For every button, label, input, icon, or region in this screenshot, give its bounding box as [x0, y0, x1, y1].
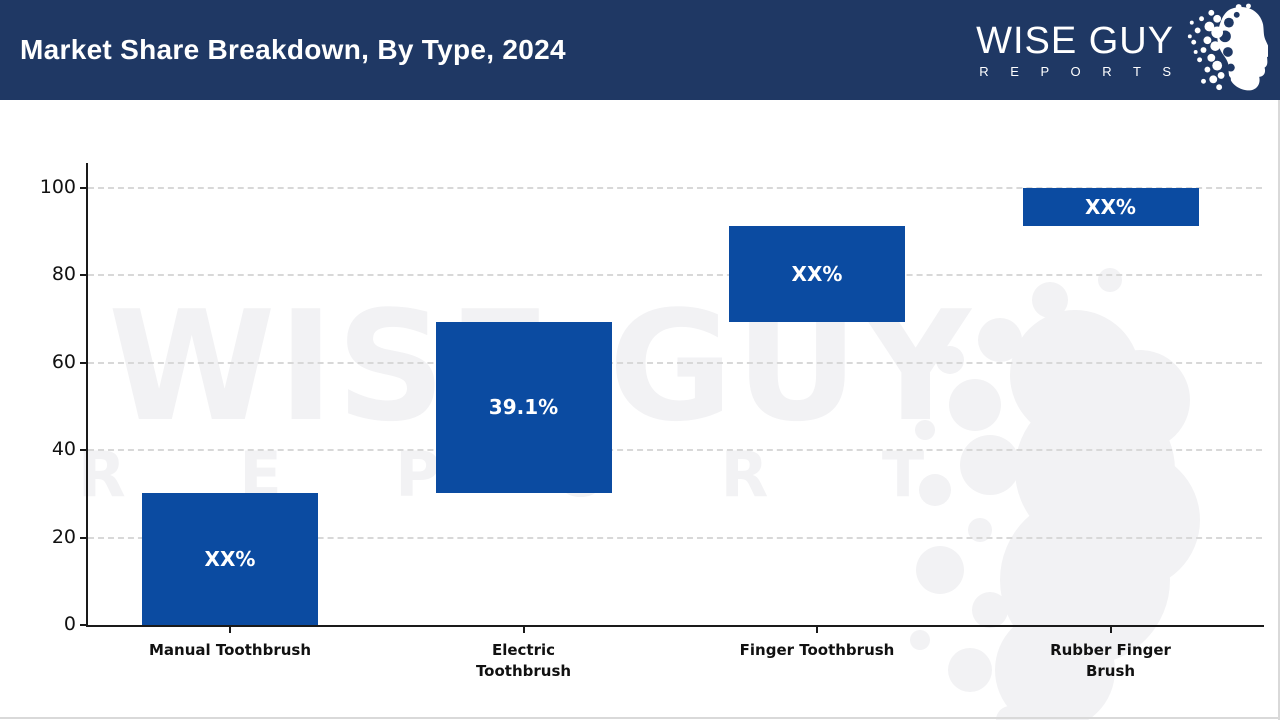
- y-tick-label: 60: [51, 350, 76, 373]
- logo-subtitle: R E P O R T S: [979, 63, 1180, 79]
- bar-3: XX%: [729, 226, 905, 322]
- y-tick-mark: [80, 361, 88, 364]
- x-axis-spine: [86, 625, 1264, 627]
- y-tick-mark: [80, 624, 88, 626]
- y-tick-mark: [80, 274, 88, 276]
- y-tick-label: 80: [51, 263, 76, 285]
- gridline: [88, 449, 1262, 451]
- y-tick-label: 20: [51, 525, 76, 548]
- gridline: [88, 274, 1262, 276]
- frame-right-border: [1278, 100, 1280, 720]
- y-tick-mark: [80, 449, 88, 451]
- y-tick-label: 100: [39, 175, 76, 198]
- y-tick-mark: [80, 186, 88, 189]
- category-label: Rubber Finger Brush: [1050, 641, 1171, 680]
- dotted-head-profile-watermark-icon: [910, 268, 1200, 720]
- category-label: Finger Toothbrush: [739, 641, 895, 659]
- wiseguy-logo: WISE GUY R E P O R T S: [970, 0, 1268, 100]
- x-tick-mark: [229, 625, 231, 633]
- logo-text: WISE GUY R E P O R T S: [970, 22, 1180, 79]
- logo-wordmark: WISE GUY: [976, 19, 1175, 62]
- y-axis-spine: [86, 163, 88, 627]
- y-tick-mark: [80, 536, 88, 539]
- bar-1: XX%: [142, 492, 318, 625]
- x-tick-mark: [816, 625, 818, 633]
- bar-value-label: XX%: [1085, 194, 1136, 219]
- x-tick-mark: [1109, 625, 1112, 633]
- header-band: Market Share Breakdown, By Type, 2024 WI…: [0, 0, 1280, 100]
- x-tick-mark: [522, 625, 525, 633]
- category-label: Electric Toothbrush: [475, 641, 572, 680]
- category-label: Manual Toothbrush: [148, 641, 311, 659]
- y-tick-label: 40: [51, 438, 76, 460]
- bar-2: 39.1%: [435, 321, 612, 493]
- page-title: Market Share Breakdown, By Type, 2024: [20, 34, 566, 65]
- chart-plot-area: 0 20 40 60 80 100 XX% Manual Toothbrush 39.1% Ele…: [0, 100, 1280, 720]
- bar-4: XX%: [1022, 187, 1199, 226]
- bar-value-label: 39.1%: [488, 395, 559, 420]
- bar-value-label: XX%: [791, 261, 843, 286]
- frame-bottom-border: [0, 717, 1280, 719]
- gridline: [88, 186, 1262, 189]
- gridline: [88, 361, 1262, 364]
- y-tick-label: 0: [63, 613, 76, 635]
- gridline: [88, 536, 1262, 539]
- dotted-head-profile-icon: [1187, 3, 1268, 91]
- bar-value-label: XX%: [204, 546, 256, 571]
